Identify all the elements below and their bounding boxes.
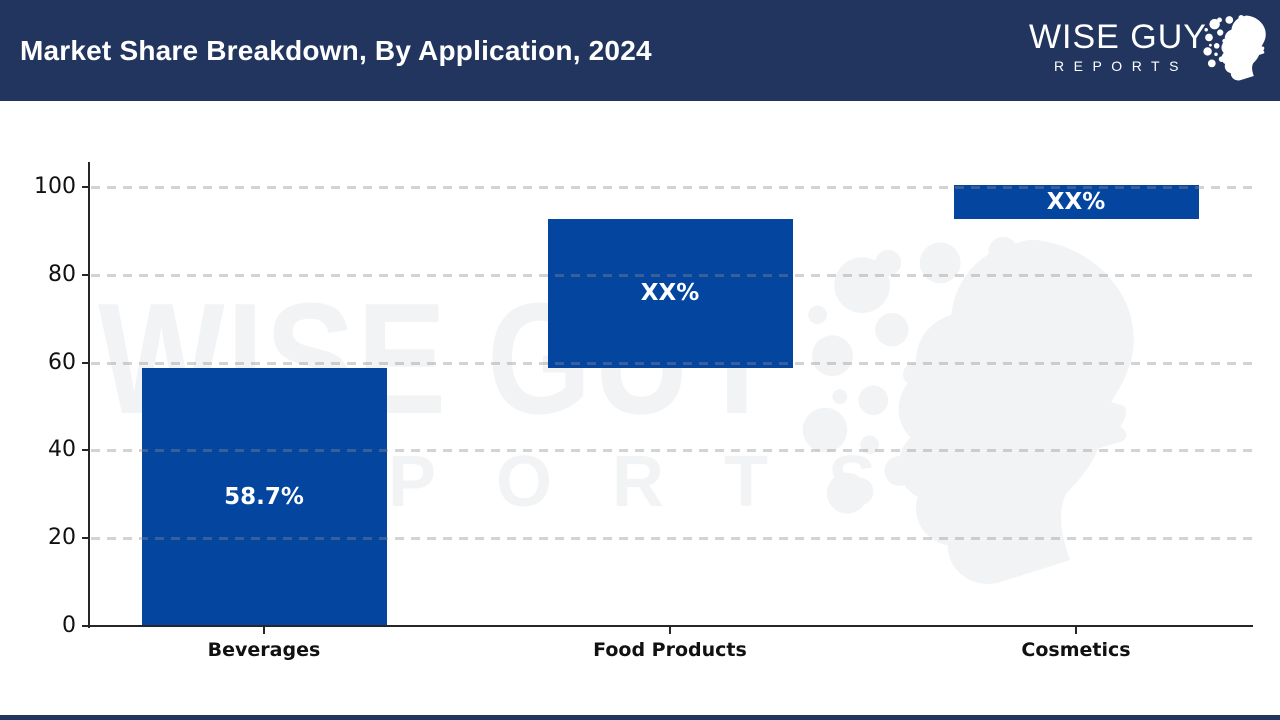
- bar-value-label-cosmetics: XX%: [1046, 188, 1106, 215]
- chart-canvas: WISE GUY REPORTS 0 20 40 60 80 100 58.7% XX% XX%…: [0, 101, 1280, 715]
- gridline-y-100: [91, 186, 1253, 189]
- y-tick-label-80: 80: [48, 261, 76, 287]
- logo-wordmark: WISE GUY: [1028, 18, 1207, 56]
- x-tick-cosmetics: [1075, 627, 1077, 634]
- chart-title: Market Share Breakdown, By Application, …: [20, 34, 652, 66]
- bar-beverages: 58.7%: [141, 368, 387, 626]
- x-category-label-beverages: Beverages: [207, 639, 321, 661]
- y-tick-100: [82, 186, 89, 188]
- x-axis-line: [88, 625, 1253, 627]
- footer-bar: [0, 715, 1280, 720]
- header-bar: Market Share Breakdown, By Application, …: [0, 0, 1280, 101]
- logo-head-icon: [1203, 15, 1266, 81]
- y-tick-label-40: 40: [48, 437, 76, 463]
- bar-food-products: XX%: [547, 218, 793, 369]
- y-tick-label-100: 100: [34, 174, 76, 199]
- gridline-y-80: [91, 273, 1253, 277]
- gridline-y-40: [91, 449, 1253, 453]
- logo-wordmark-block: WISE GUY REPORTS: [1029, 18, 1207, 74]
- y-tick-40: [82, 449, 89, 452]
- watermark-head-icon: [802, 236, 1134, 584]
- x-category-label-food-products: Food Products: [593, 639, 747, 661]
- logo-subtitle: REPORTS: [1054, 58, 1188, 74]
- x-category-label-cosmetics: Cosmetics: [1021, 639, 1131, 661]
- bar-cosmetics: XX%: [953, 184, 1199, 219]
- y-tick-0: [82, 625, 89, 627]
- y-tick-label-60: 60: [48, 349, 76, 375]
- y-tick-60: [82, 361, 89, 364]
- y-axis-line: [88, 162, 90, 628]
- y-tick-label-20: 20: [48, 525, 76, 551]
- gridline-y-20: [91, 537, 1253, 541]
- bar-value-label-food-products: XX%: [640, 280, 700, 307]
- bar-value-label-beverages: 58.7%: [224, 484, 304, 511]
- y-tick-20: [82, 537, 89, 540]
- wiseguy-logo: WISE GUY REPORTS: [1022, 4, 1272, 97]
- x-tick-beverages: [263, 627, 265, 634]
- y-tick-80: [82, 273, 89, 276]
- gridline-y-60: [91, 361, 1253, 365]
- x-tick-food-products: [669, 627, 671, 634]
- y-tick-label-0: 0: [62, 613, 76, 638]
